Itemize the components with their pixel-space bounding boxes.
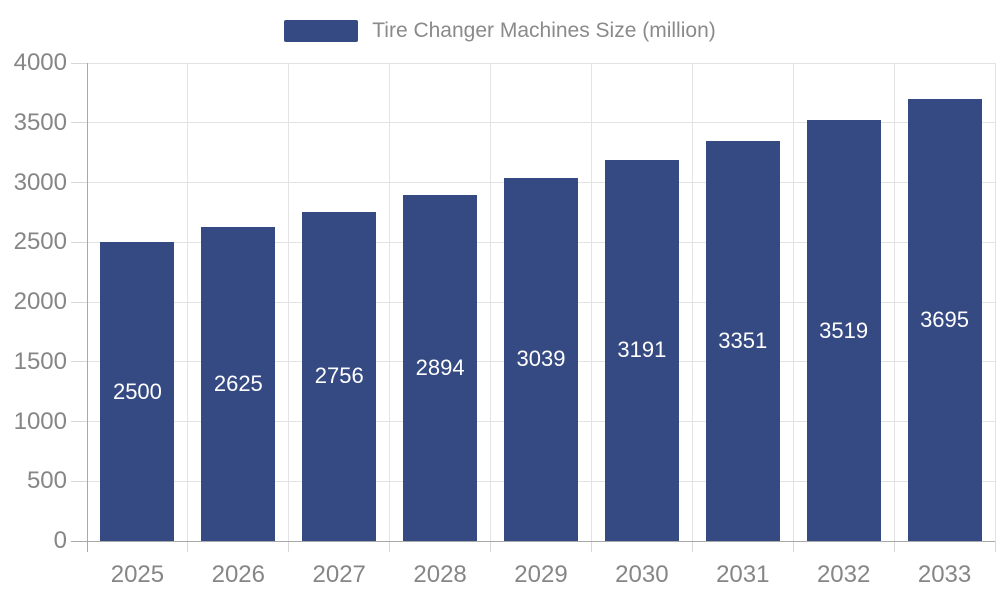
- x-tick: [490, 541, 492, 552]
- bar-value-label: 2756: [314, 363, 364, 389]
- x-axis-tick-label: 2027: [312, 561, 366, 588]
- y-gridline: [87, 62, 995, 64]
- x-gridline: [490, 63, 492, 541]
- y-axis-line: [86, 63, 88, 552]
- x-axis-tick-label: 2032: [816, 561, 871, 588]
- x-gridline: [590, 63, 592, 541]
- x-tick: [893, 541, 895, 552]
- y-axis-tick-label: 500: [26, 467, 67, 495]
- bar-2028[interactable]: [403, 195, 478, 541]
- bar-value-label: 3351: [718, 327, 768, 353]
- bar-2030[interactable]: [604, 159, 679, 541]
- bar-value-label: 2894: [415, 355, 465, 381]
- y-axis-tick-label: 0: [53, 527, 67, 554]
- x-tick: [994, 541, 996, 552]
- bar-value-label: 3191: [617, 337, 667, 363]
- y-tick: [71, 421, 87, 422]
- bar-value-label: 3039: [516, 346, 566, 372]
- x-axis-tick-label: 2033: [917, 561, 972, 588]
- x-axis-tick-label: 2031: [716, 561, 770, 588]
- bar-value-label: 2625: [213, 371, 263, 397]
- x-tick: [187, 541, 189, 552]
- x-tick: [792, 541, 794, 552]
- x-gridline: [288, 63, 290, 541]
- y-tick: [71, 182, 87, 183]
- bar-2027[interactable]: [302, 211, 377, 541]
- bar-2033[interactable]: [907, 99, 982, 541]
- x-tick: [288, 541, 290, 552]
- y-axis-tick-label: 2500: [13, 228, 67, 256]
- x-tick: [691, 541, 693, 552]
- y-tick: [71, 480, 87, 482]
- x-gridline: [691, 63, 693, 541]
- x-gridline: [994, 63, 996, 541]
- x-tick: [590, 541, 592, 552]
- y-tick: [71, 301, 87, 303]
- y-tick: [71, 241, 87, 243]
- y-tick: [71, 361, 87, 363]
- x-axis-tick-label: 2026: [211, 561, 265, 588]
- x-tick: [389, 541, 391, 552]
- bar-2029[interactable]: [504, 177, 578, 541]
- x-gridline: [792, 63, 794, 541]
- y-axis-tick-label: 1500: [13, 347, 67, 375]
- bar-value-label: 3695: [920, 307, 970, 333]
- x-gridline: [389, 63, 391, 541]
- y-axis-tick-label: 3000: [13, 168, 67, 196]
- x-gridline: [893, 63, 895, 541]
- y-axis-tick-label: 4000: [13, 49, 67, 76]
- legend-swatch: [284, 20, 359, 42]
- x-axis-tick-label: 2030: [615, 561, 669, 588]
- y-axis-tick-label: 2000: [13, 288, 67, 315]
- y-axis-tick-label: 1000: [13, 407, 67, 435]
- x-axis-line: [71, 540, 995, 542]
- x-axis-tick-label: 2029: [514, 561, 568, 588]
- legend-label: Tire Changer Machines Size (million): [372, 19, 716, 42]
- bar-value-label: 3519: [819, 317, 869, 343]
- legend-item[interactable]: Tire Changer Machines Size (million): [0, 18, 1000, 44]
- y-gridline: [87, 122, 995, 124]
- y-axis-tick-label: 3500: [13, 108, 67, 136]
- x-gridline: [187, 63, 189, 541]
- bar-2031[interactable]: [705, 140, 780, 541]
- x-axis-tick-label: 2025: [110, 561, 165, 588]
- y-tick: [71, 122, 87, 124]
- bar-2025[interactable]: [100, 242, 175, 541]
- y-tick: [71, 62, 87, 64]
- bar-2026[interactable]: [201, 227, 276, 541]
- bar-2032[interactable]: [806, 120, 881, 541]
- bar-value-label: 2500: [112, 378, 162, 404]
- x-axis-tick-label: 2028: [413, 561, 467, 588]
